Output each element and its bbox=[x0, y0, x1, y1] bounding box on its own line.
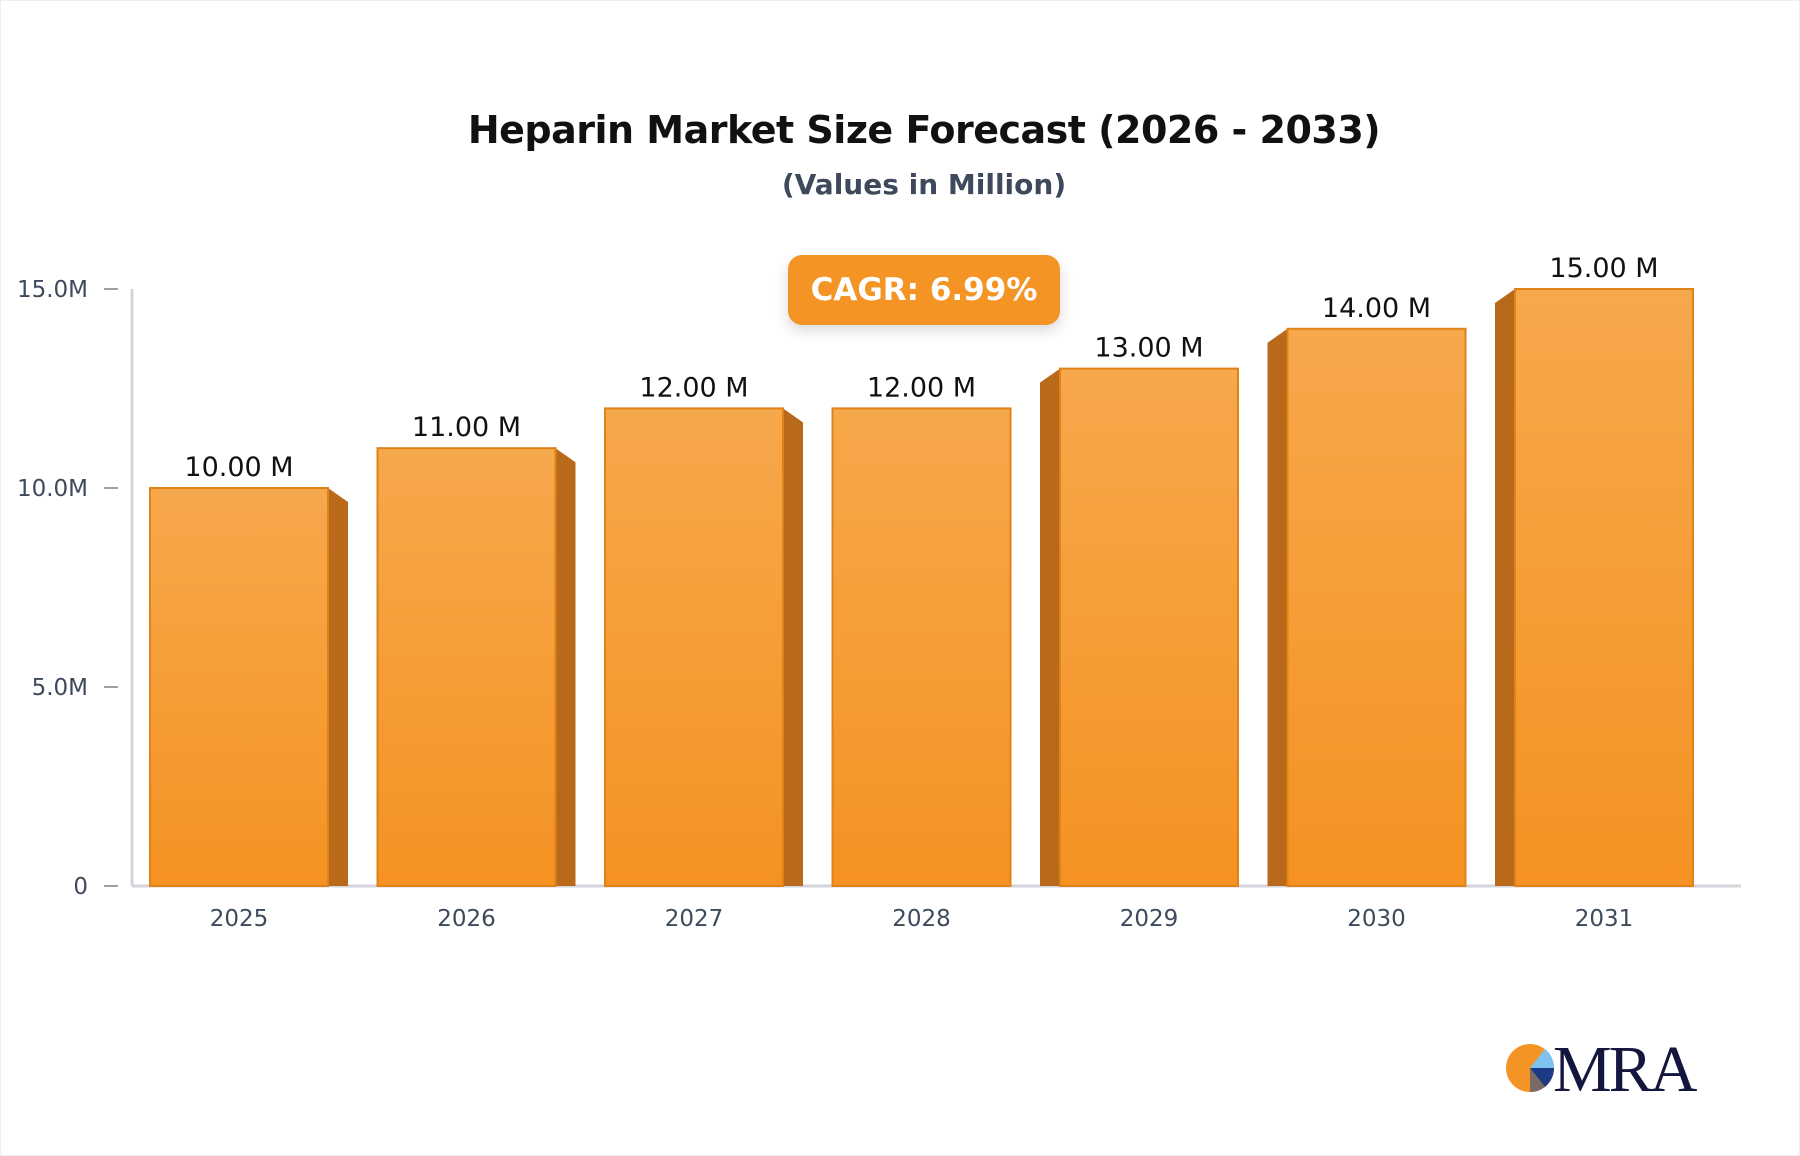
bar-2026 bbox=[376, 447, 557, 887]
chart-subtitle: (Values in Million) bbox=[781, 168, 1067, 201]
x-tick-label: 2027 bbox=[665, 906, 724, 932]
data-label: 14.00 M bbox=[1322, 293, 1431, 324]
x-tick-label: 2029 bbox=[1120, 906, 1179, 932]
x-tick-label: 2025 bbox=[210, 906, 269, 932]
y-tick-label: 10.0M bbox=[17, 476, 88, 502]
data-label: 15.00 M bbox=[1549, 253, 1658, 284]
data-label: 12.00 M bbox=[639, 372, 748, 403]
data-label: 10.00 M bbox=[184, 452, 293, 483]
data-label: 12.00 M bbox=[867, 372, 976, 403]
cagr-badge: CAGR: 6.99% bbox=[788, 255, 1060, 325]
data-label: 11.00 M bbox=[412, 412, 521, 443]
bar-2031 bbox=[1514, 288, 1694, 887]
x-tick-label: 2030 bbox=[1347, 906, 1406, 932]
pie-logo-icon bbox=[1506, 1044, 1555, 1093]
bar-2029 bbox=[1059, 367, 1239, 888]
y-tick-label: 5.0M bbox=[32, 675, 88, 701]
y-tick-label: 0 bbox=[73, 874, 88, 900]
data-label: 13.00 M bbox=[1094, 333, 1203, 364]
x-tick-label: 2026 bbox=[437, 906, 496, 932]
bar-2028 bbox=[831, 407, 1012, 887]
y-tick-label: 15.0M bbox=[17, 277, 88, 303]
logo-text: MRA bbox=[1553, 1033, 1697, 1106]
chart-title: Heparin Market Size Forecast (2026 - 203… bbox=[467, 108, 1381, 152]
x-tick-label: 2028 bbox=[892, 906, 951, 932]
bar-2030 bbox=[1286, 327, 1467, 887]
bar-2025 bbox=[149, 487, 329, 887]
bar-2027 bbox=[604, 407, 784, 887]
bar-side bbox=[1267, 328, 1288, 886]
bar-side bbox=[1040, 368, 1060, 887]
bar-side bbox=[555, 448, 576, 886]
bar-side bbox=[1495, 289, 1515, 886]
bar-side bbox=[328, 488, 348, 886]
bar-side bbox=[783, 408, 803, 886]
mra-logo: MRA bbox=[1505, 1033, 1697, 1106]
x-tick-label: 2031 bbox=[1575, 906, 1634, 932]
